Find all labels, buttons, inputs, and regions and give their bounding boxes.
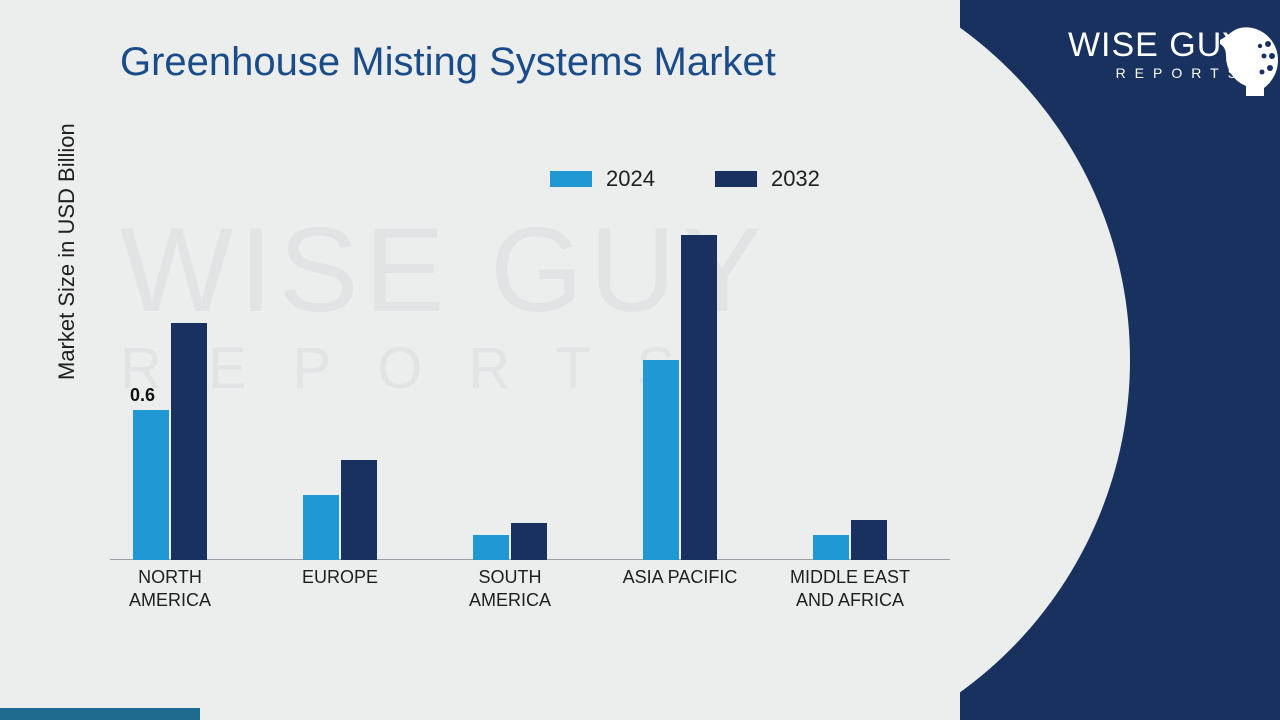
category-label: SOUTH AMERICA — [445, 566, 575, 611]
bar-2024 — [643, 360, 679, 560]
bar-2024 — [473, 535, 509, 560]
bar-2024 — [303, 495, 339, 560]
legend-item-2024: 2024 — [550, 166, 655, 192]
category-label: EUROPE — [275, 566, 405, 589]
canvas: WISE GUY REPORTS Greenhouse Misting Syst… — [0, 0, 1280, 720]
legend-swatch-2024 — [550, 171, 592, 187]
bar-2024 — [133, 410, 169, 560]
chart-title: Greenhouse Misting Systems Market — [120, 40, 776, 85]
bar-2032 — [851, 520, 887, 560]
category-label: NORTH AMERICA — [105, 566, 235, 611]
bar-group — [110, 323, 230, 561]
category-label: ASIA PACIFIC — [615, 566, 745, 589]
bar-value-label: 0.6 — [130, 385, 155, 406]
bar-2032 — [681, 235, 717, 560]
legend-item-2032: 2032 — [715, 166, 820, 192]
legend-label-2032: 2032 — [771, 166, 820, 192]
chart-plot-area: NORTH AMERICAEUROPESOUTH AMERICAASIA PAC… — [110, 210, 950, 560]
bottom-accent-bar — [0, 708, 200, 720]
category-label: MIDDLE EAST AND AFRICA — [785, 566, 915, 611]
bar-2032 — [171, 323, 207, 561]
bar-2032 — [511, 523, 547, 561]
bar-group — [620, 235, 740, 560]
legend-label-2024: 2024 — [606, 166, 655, 192]
bar-2024 — [813, 535, 849, 560]
bar-group — [280, 460, 400, 560]
legend: 2024 2032 — [550, 166, 820, 192]
bar-group — [790, 520, 910, 560]
legend-swatch-2032 — [715, 171, 757, 187]
bar-2032 — [341, 460, 377, 560]
bar-group — [450, 523, 570, 561]
y-axis-label: Market Size in USD Billion — [54, 123, 80, 380]
brand-head-icon — [1220, 26, 1280, 96]
